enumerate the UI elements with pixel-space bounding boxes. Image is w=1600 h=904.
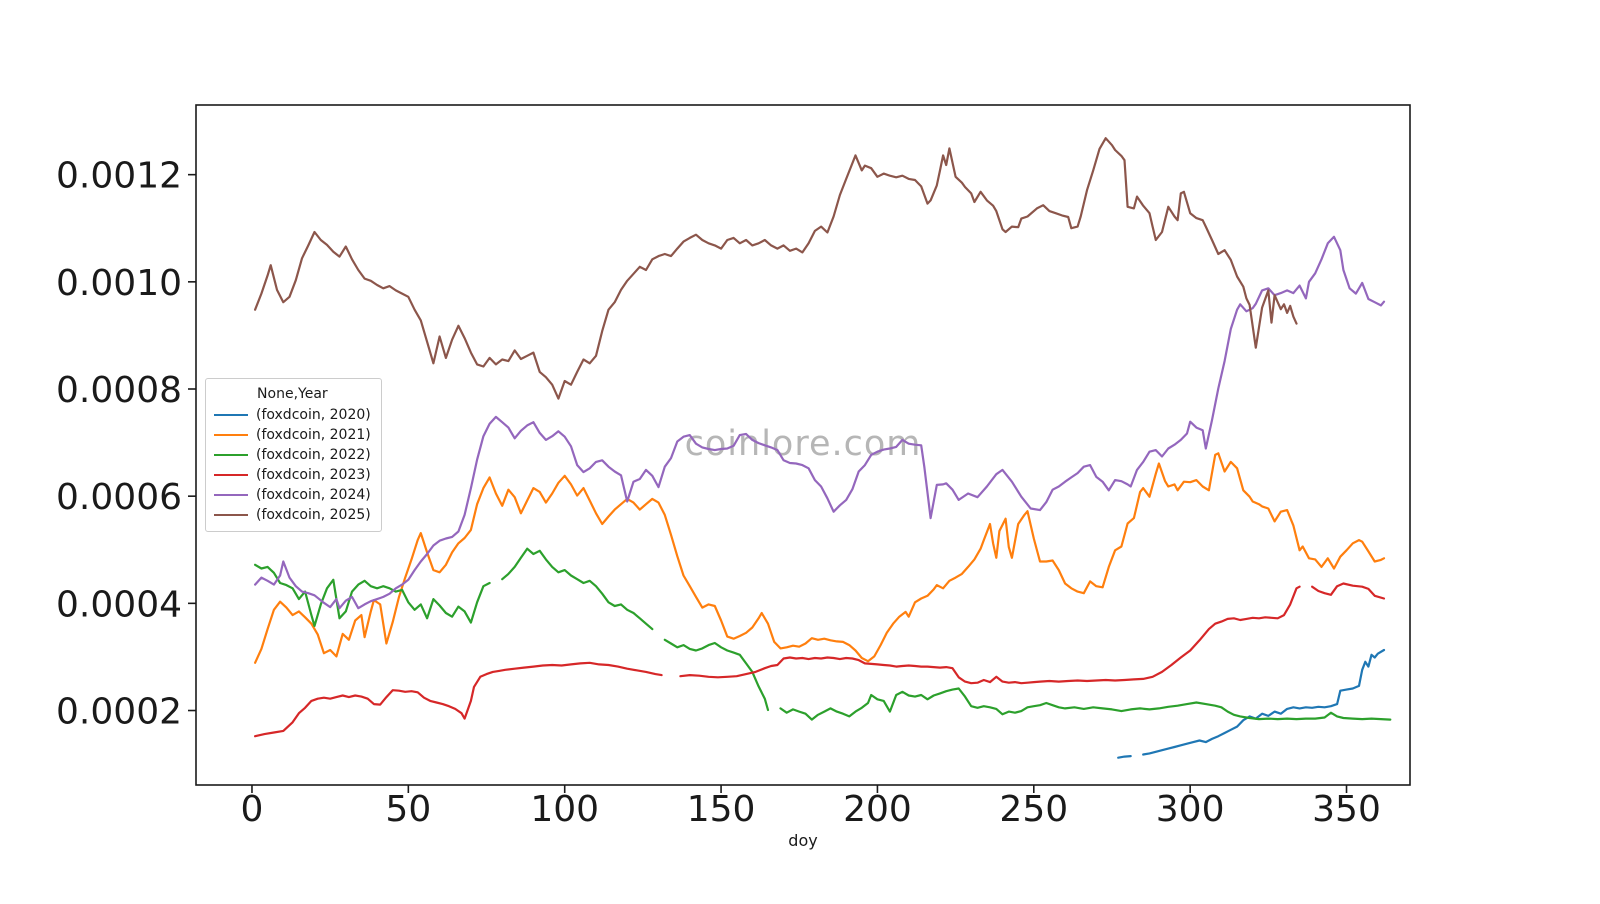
legend-swatch (214, 433, 248, 437)
legend-swatch (214, 493, 248, 497)
y-tick-label: 0.0012 (56, 156, 182, 197)
legend-label: (foxdcoin, 2021) (256, 427, 371, 443)
x-axis-label: doy (788, 831, 818, 850)
series-line-(foxdcoin, 2022) (501, 547, 654, 631)
series-line-(foxdcoin, 2025) (254, 137, 1298, 400)
series-line-(foxdcoin, 2024) (254, 235, 1386, 610)
y-tick-label: 0.0008 (56, 370, 182, 411)
legend-label: (foxdcoin, 2024) (256, 487, 371, 503)
legend-item: (foxdcoin, 2023) (214, 465, 371, 485)
x-tick-label: 200 (843, 789, 912, 830)
series-line-(foxdcoin, 2020) (1142, 648, 1386, 756)
x-tick-label: 0 (241, 789, 264, 830)
legend-item: (foxdcoin, 2024) (214, 485, 371, 505)
x-tick-label: 250 (999, 789, 1068, 830)
legend: None,Year (foxdcoin, 2020) (foxdcoin, 202… (205, 378, 382, 532)
legend-label: (foxdcoin, 2023) (256, 467, 371, 483)
y-tick-label: 0.0004 (56, 584, 182, 625)
series-line-(foxdcoin, 2020) (1117, 754, 1132, 759)
legend-swatch (214, 473, 248, 477)
x-tick-label: 100 (530, 789, 599, 830)
legend-item: (foxdcoin, 2025) (214, 505, 371, 525)
legend-label: (foxdcoin, 2020) (256, 407, 371, 423)
legend-label: (foxdcoin, 2022) (256, 447, 371, 463)
series-line-(foxdcoin, 2022) (663, 638, 770, 712)
legend-item: (foxdcoin, 2021) (214, 425, 371, 445)
y-tick-label: 0.0006 (56, 477, 182, 518)
x-tick-label: 350 (1312, 789, 1381, 830)
legend-items: (foxdcoin, 2020) (foxdcoin, 2021) (foxdcoi… (214, 405, 371, 525)
series-line-(foxdcoin, 2023) (1310, 582, 1386, 600)
legend-item: (foxdcoin, 2022) (214, 445, 371, 465)
x-tick-label: 50 (385, 789, 431, 830)
legend-swatch (214, 513, 248, 517)
watermark: coinlore.com (684, 424, 922, 464)
y-tick-label: 0.0002 (56, 692, 182, 733)
legend-item: (foxdcoin, 2020) (214, 405, 371, 425)
x-tick-label: 300 (1156, 789, 1225, 830)
series-line-(foxdcoin, 2022) (779, 687, 1392, 721)
series-line-(foxdcoin, 2023) (254, 661, 663, 738)
legend-swatch (214, 453, 248, 457)
series-line-(foxdcoin, 2023) (679, 585, 1301, 685)
x-tick-label: 150 (687, 789, 756, 830)
y-tick-label: 0.0010 (56, 263, 182, 304)
legend-label: (foxdcoin, 2025) (256, 507, 371, 523)
plot-border (195, 104, 1411, 786)
series-line-(foxdcoin, 2021) (254, 452, 1386, 664)
series-line-(foxdcoin, 2022) (254, 563, 491, 628)
legend-title: None,Year (257, 386, 328, 402)
legend-swatch (214, 413, 248, 417)
